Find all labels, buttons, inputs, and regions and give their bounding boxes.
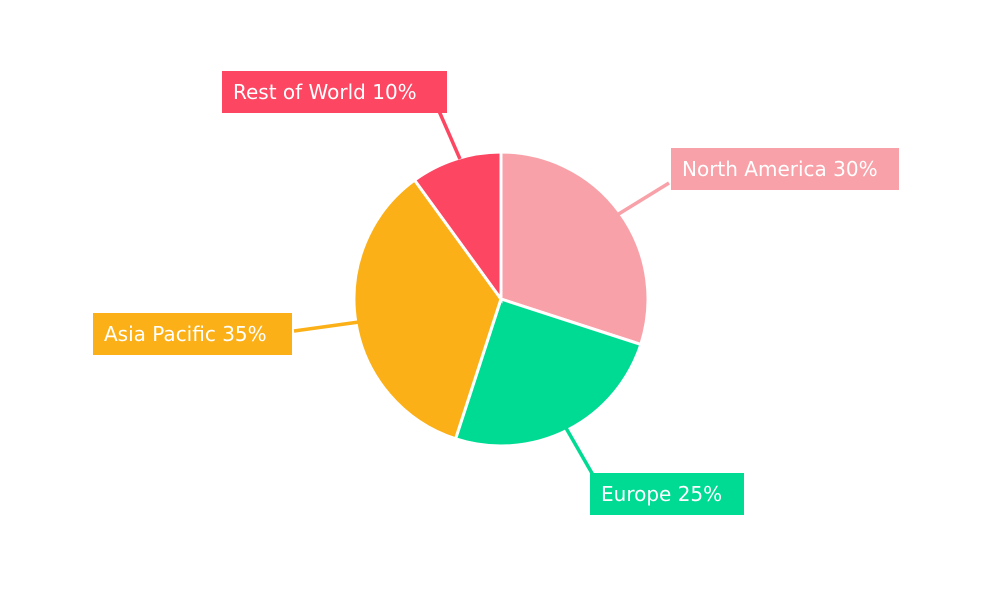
pie-slice-rest-of-world[interactable] — [412, 150, 503, 304]
slice-label-rest-of-world: Rest of World 10% — [222, 71, 447, 113]
leader-line-north-america — [616, 181, 670, 217]
slice-label-asia-pacific: Asia Pacific 35% — [93, 313, 292, 355]
leader-line-europe — [564, 427, 595, 476]
slice-label-north-america: North America 30% — [671, 148, 899, 190]
leader-line-rest-of-world — [437, 110, 462, 160]
slice-label-europe: Europe 25% — [590, 473, 744, 515]
leader-line-asia-pacific — [293, 320, 360, 333]
